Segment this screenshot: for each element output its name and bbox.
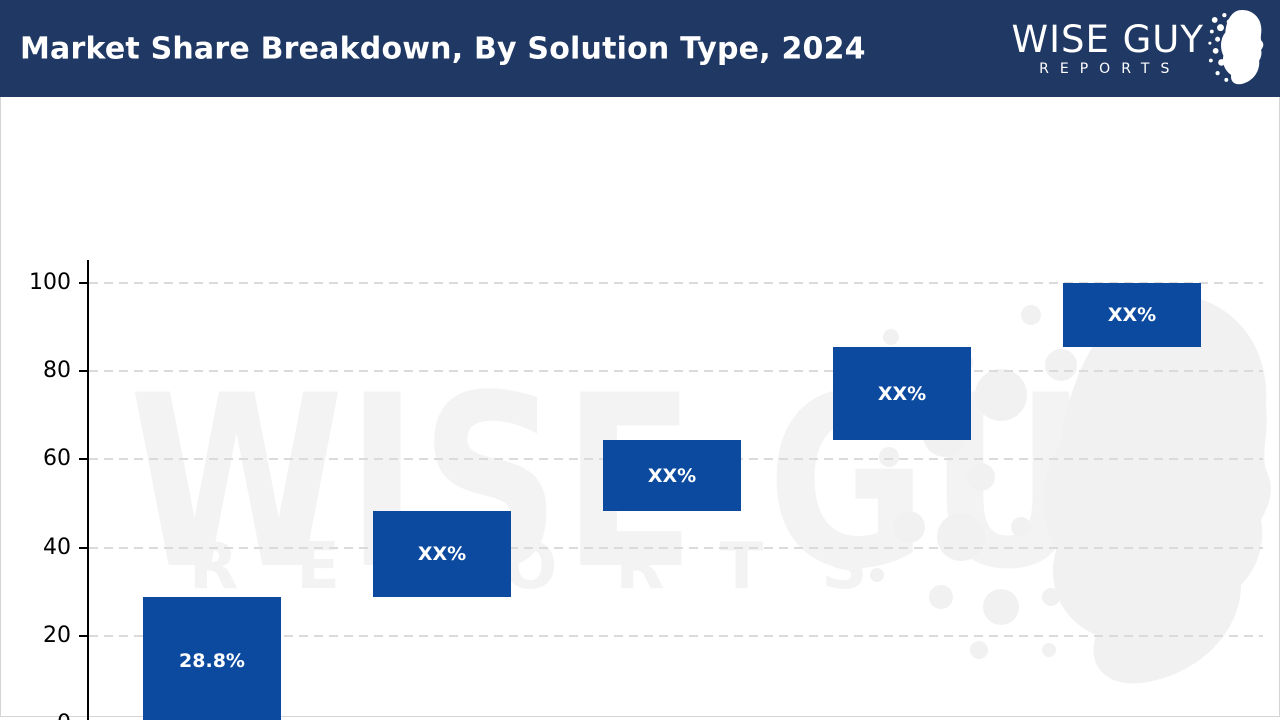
- gridline: [89, 282, 1263, 284]
- y-tick-label: 40: [43, 534, 71, 560]
- y-tick: [79, 370, 87, 373]
- bar-value-label: XX%: [647, 464, 697, 487]
- y-tick: [79, 546, 87, 549]
- brand-face-icon: [1206, 7, 1264, 91]
- header-bar: Market Share Breakdown, By Solution Type…: [0, 0, 1280, 97]
- bar-value-label: XX%: [417, 542, 467, 565]
- chart-panel: WISE GUY REPORTS: [0, 97, 1280, 720]
- brand-name: WISE GUY: [1011, 18, 1204, 62]
- bar-value-label: XX%: [1107, 304, 1157, 327]
- gridline: [89, 546, 1263, 549]
- y-tick: [79, 282, 87, 284]
- watermark-reports-text: REPORTS: [189, 530, 926, 604]
- y-tick-label: 100: [29, 270, 71, 295]
- bar: XX%: [603, 440, 741, 511]
- y-tick-label: 20: [43, 622, 71, 648]
- y-tick-label: 0: [11, 711, 71, 720]
- bar: 28.8%: [143, 597, 281, 720]
- gridline: [89, 634, 1263, 637]
- gridline: [89, 370, 1263, 373]
- y-tick-label: 80: [43, 358, 71, 384]
- plot-area: 02040608010028.8%XX%XX%XX%XX%Identity an…: [29, 260, 1263, 720]
- bar: XX%: [833, 347, 971, 441]
- bar-value-label: XX%: [877, 382, 927, 405]
- y-tick: [79, 458, 87, 461]
- brand-sub: REPORTS: [1039, 60, 1181, 77]
- bar: XX%: [1063, 283, 1201, 348]
- y-tick: [79, 634, 87, 637]
- bar: XX%: [373, 510, 511, 597]
- bar-value-label: 28.8%: [179, 649, 245, 672]
- chart-title: Market Share Breakdown, By Solution Type…: [20, 31, 866, 66]
- brand-logo: WISE GUY REPORTS: [1012, 6, 1264, 92]
- brand-text: WISE GUY REPORTS: [1011, 18, 1204, 77]
- y-tick-label: 60: [43, 446, 71, 472]
- y-axis-line: [87, 260, 89, 720]
